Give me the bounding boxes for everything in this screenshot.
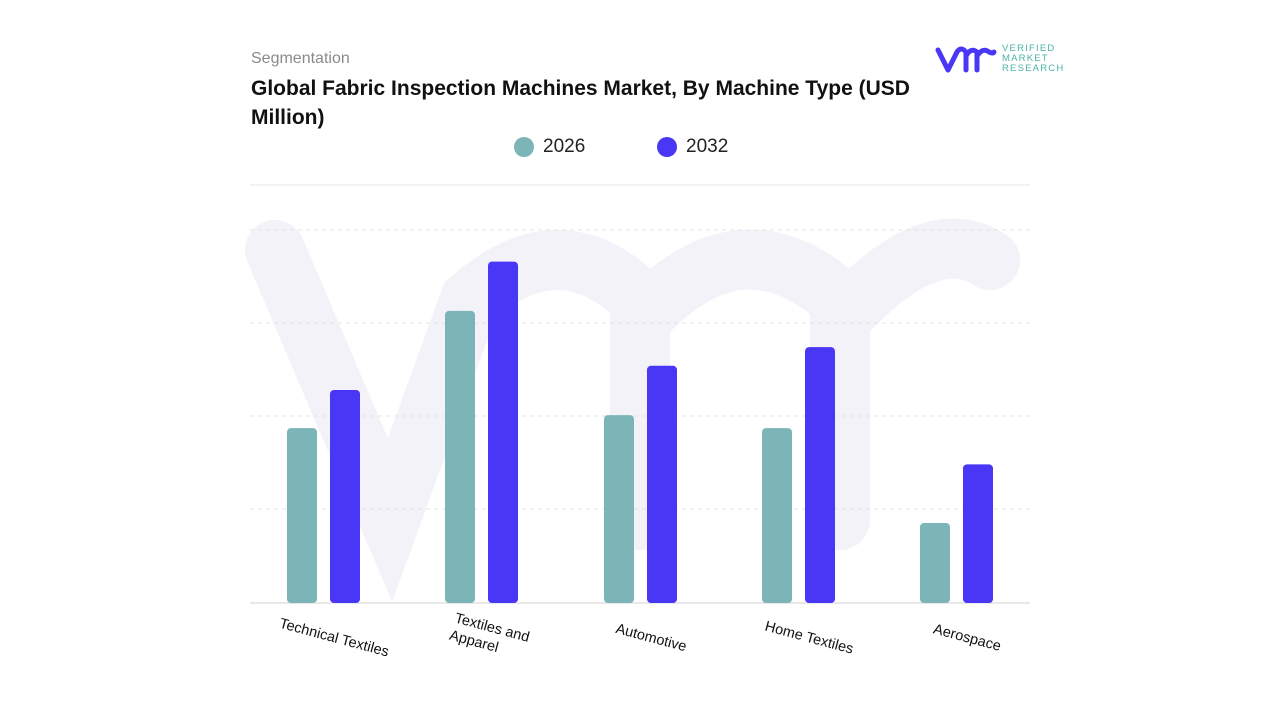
bar-2032-automotive [647,365,677,603]
x-tick-label: Textiles andApparel [448,610,531,663]
bar-2026-home-textiles [762,428,792,603]
x-tick-label: Aerospace [931,621,1002,654]
legend-label: 2032 [686,136,729,157]
bar-2026-technical-textiles [287,428,317,603]
bar-2032-aerospace [963,464,993,603]
x-tick-label: Technical Textiles [278,616,391,661]
vmr-logo-mark-icon [935,46,997,73]
vmr-logo: VERIFIED MARKET RESEARCH [935,44,1064,74]
logo-text: VERIFIED MARKET RESEARCH [1002,43,1065,74]
legend-label: 2026 [543,136,586,157]
chart-title: Global Fabric Inspection Machines Market… [251,77,910,129]
watermark-logo-icon [245,218,1020,602]
legend-swatch-2026 [514,137,534,157]
legend-swatch-2032 [657,137,677,157]
bar-2026-textiles-and-apparel [445,310,475,603]
x-tick-label: Home Textiles [763,619,855,658]
bar-2026-aerospace [920,522,950,603]
bar-2032-home-textiles [805,347,835,603]
x-tick-label: Automotive [614,621,688,655]
bar-2032-technical-textiles [330,389,360,603]
bar-2026-automotive [604,415,634,603]
segment-label: Segmentation [251,50,350,67]
legend-item-2026: 2026 [514,136,585,158]
bar-2032-textiles-and-apparel [488,261,518,603]
legend-item-2032: 2032 [657,136,728,158]
